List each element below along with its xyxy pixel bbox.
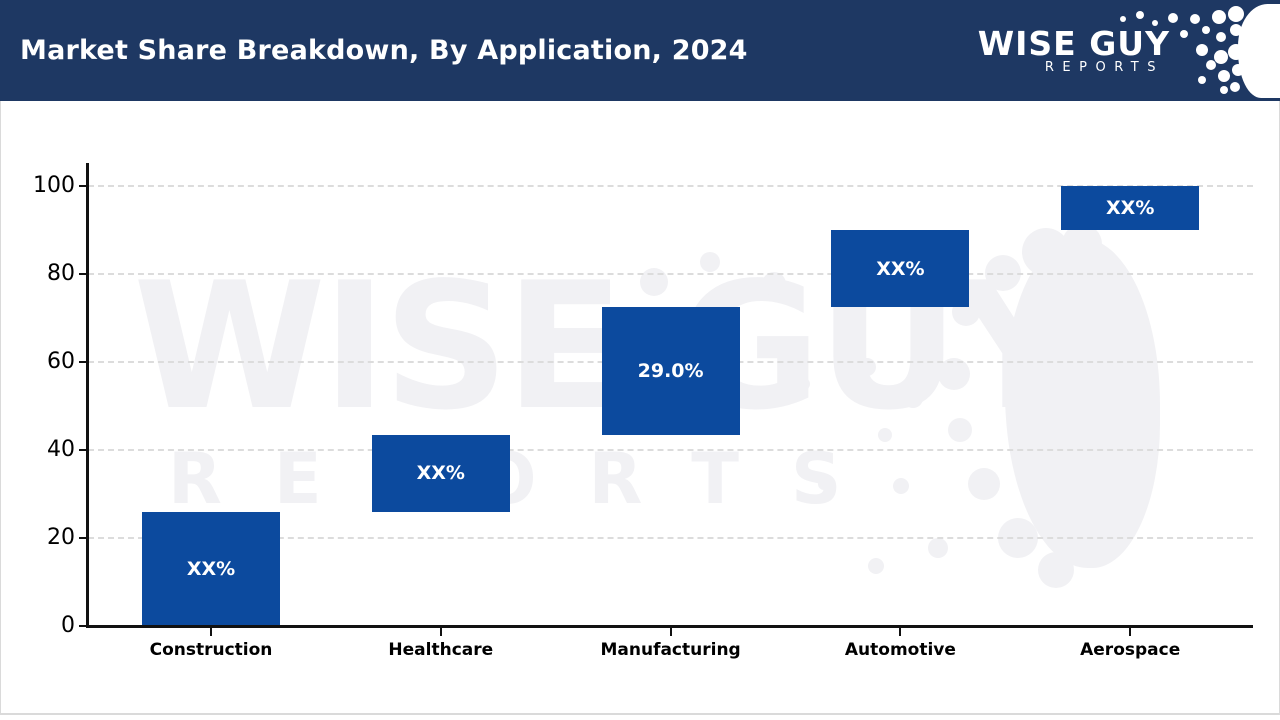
- logo-dot: [1202, 26, 1210, 34]
- waterfall-bar-manufacturing-text: 29.0%: [637, 359, 704, 382]
- logo-dot: [1228, 44, 1244, 60]
- x-axis-category-label: Construction: [149, 640, 273, 660]
- logo-dot: [1214, 50, 1228, 64]
- x-axis-category-label: Aerospace: [1080, 640, 1181, 660]
- watermark-dot: [918, 328, 934, 344]
- watermark-dot: [798, 378, 810, 390]
- watermark-dot: [878, 428, 892, 442]
- watermark-dot: [868, 558, 884, 574]
- face-profile-icon: [1238, 4, 1280, 98]
- brand-logo-wordmark: WISE GUY: [977, 24, 1170, 63]
- gridline: [88, 185, 1253, 187]
- watermark-dot: [818, 478, 830, 490]
- logo-dot: [1212, 10, 1226, 24]
- y-axis-tick-label: 20: [47, 525, 75, 550]
- x-axis-line: [86, 625, 1253, 628]
- watermark-dot: [928, 538, 948, 558]
- brand-logo: WISE GUY REPORTS: [978, 0, 1280, 101]
- logo-dot: [1206, 60, 1216, 70]
- waterfall-bar-construction: XX%: [142, 511, 280, 626]
- logo-dot: [1230, 82, 1240, 92]
- logo-dot: [1230, 24, 1242, 36]
- y-axis-tick-label: 40: [47, 437, 75, 462]
- logo-dot: [1216, 32, 1226, 42]
- y-tick-mark: [79, 185, 88, 187]
- waterfall-bar-aerospace: XX%: [1061, 186, 1200, 230]
- gridline: [88, 449, 1253, 451]
- watermark-face-icon: [1005, 238, 1160, 568]
- logo-dot: [1168, 13, 1178, 23]
- logo-dot: [1136, 11, 1144, 19]
- waterfall-bar-manufacturing: 29.0%: [601, 307, 740, 435]
- logo-dot: [1180, 30, 1188, 38]
- waterfall-chart: 0 20 40 60 80 100 XX% XX% 29.0% XX% XX% Constructio…: [0, 101, 1280, 715]
- watermark-dot: [1022, 228, 1070, 276]
- x-axis-category-label: Healthcare: [388, 640, 494, 660]
- watermark-dot: [893, 478, 909, 494]
- logo-dot: [1218, 70, 1230, 82]
- logo-dot: [1190, 14, 1200, 24]
- watermark-dot: [938, 358, 970, 390]
- y-tick-mark: [79, 537, 88, 539]
- x-tick-mark: [210, 627, 212, 636]
- y-tick-mark: [79, 625, 88, 627]
- watermark-dot: [948, 418, 972, 442]
- logo-dot: [1228, 6, 1244, 22]
- frame-bottom-line: [0, 713, 1280, 715]
- waterfall-bar-aerospace-text: XX%: [1106, 197, 1155, 219]
- y-tick-mark: [79, 449, 88, 451]
- x-tick-mark: [1129, 627, 1132, 636]
- y-axis-tick-label: 80: [47, 261, 75, 286]
- logo-dot: [1120, 16, 1126, 22]
- brand-logo-subtitle: REPORTS: [1044, 60, 1164, 75]
- watermark-dot: [700, 252, 720, 272]
- chart-title: Market Share Breakdown, By Application, …: [20, 35, 748, 66]
- x-tick-mark: [899, 627, 902, 636]
- y-tick-mark: [79, 361, 88, 363]
- logo-dot: [1220, 86, 1228, 94]
- watermark-dot: [903, 388, 923, 408]
- gridline: [88, 537, 1253, 539]
- watermark-dot: [1062, 224, 1102, 264]
- watermark-dot: [1038, 552, 1074, 588]
- logo-dot: [1232, 64, 1244, 76]
- gridline: [88, 273, 1253, 275]
- waterfall-bar-healthcare-text: XX%: [416, 462, 465, 485]
- logo-dot: [1152, 20, 1158, 26]
- x-tick-mark: [669, 627, 672, 636]
- x-axis-category-label: Manufacturing: [600, 640, 741, 660]
- y-axis-tick-label: 60: [47, 349, 75, 374]
- x-tick-mark: [439, 627, 442, 636]
- watermark-dot: [640, 268, 668, 296]
- x-axis-category-label: Automotive: [844, 640, 956, 660]
- waterfall-bar-automotive-text: XX%: [876, 257, 925, 280]
- y-axis-tick-label: 100: [33, 173, 75, 198]
- waterfall-bar-construction-text: XX%: [186, 557, 236, 580]
- watermark-dot: [762, 272, 786, 296]
- frame-left-line: [0, 101, 1, 715]
- y-axis-line: [86, 163, 89, 628]
- logo-dot: [1196, 44, 1208, 56]
- y-axis-tick-label: 0: [61, 613, 75, 638]
- header-bar: Market Share Breakdown, By Application, …: [0, 0, 1280, 101]
- waterfall-bar-automotive: XX%: [831, 230, 970, 307]
- logo-dot: [1198, 76, 1206, 84]
- watermark-dot: [968, 468, 1000, 500]
- waterfall-bar-healthcare: XX%: [371, 434, 510, 512]
- y-tick-mark: [79, 273, 88, 275]
